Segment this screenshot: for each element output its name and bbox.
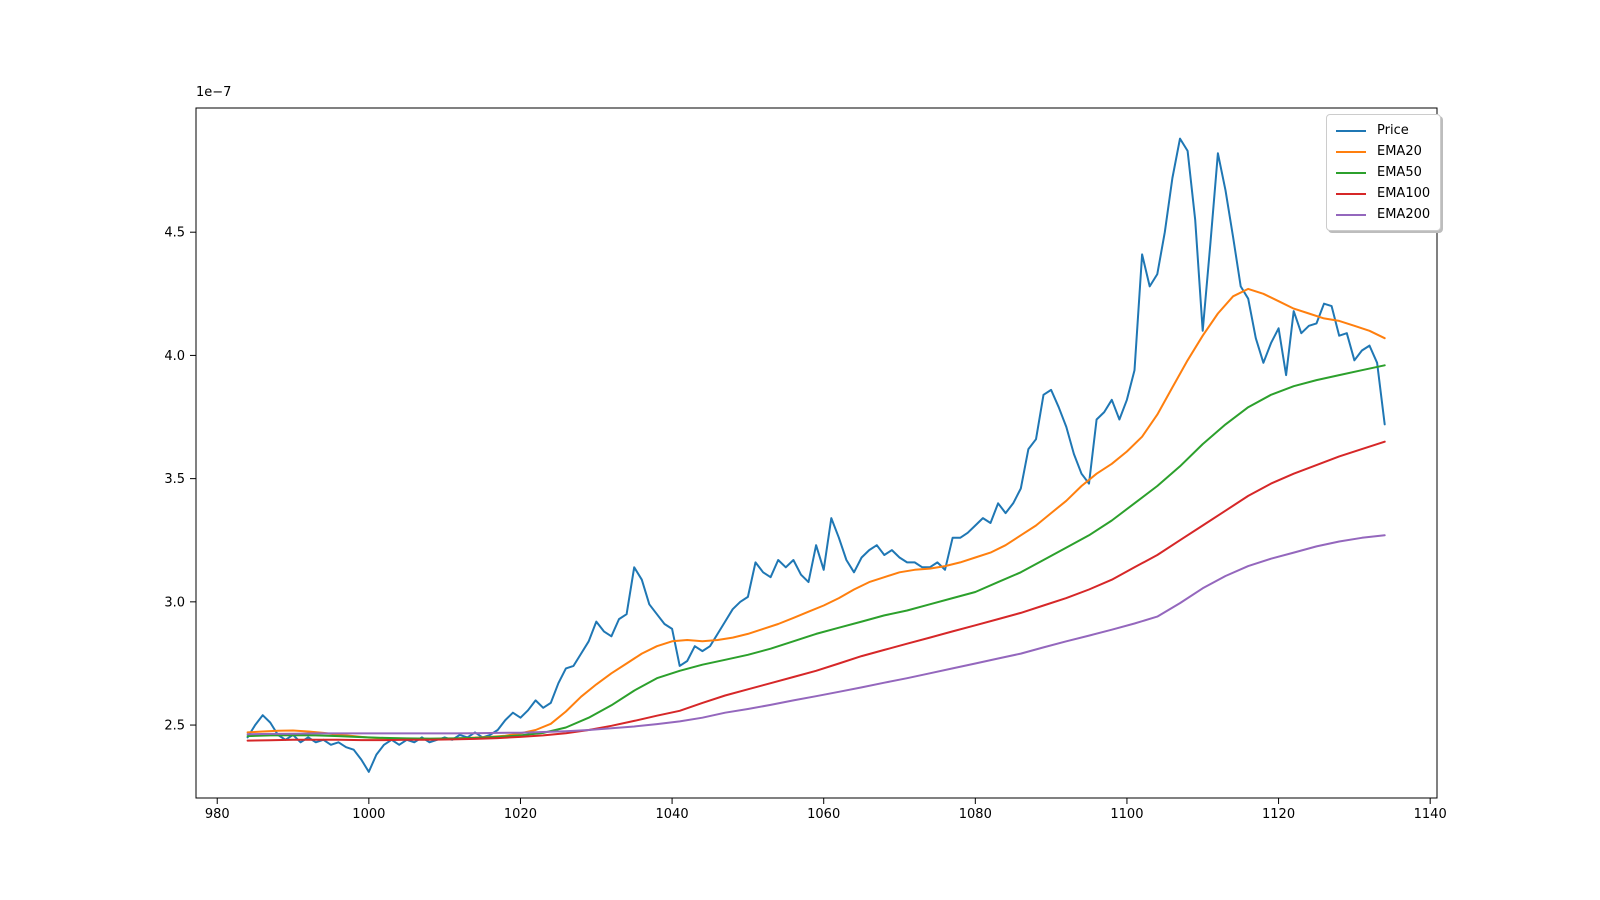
series-line-ema100: [246, 440, 1386, 742]
legend-label: EMA100: [1377, 186, 1431, 201]
series-line-price: [246, 137, 1386, 773]
legend-line-sample-ema200: [1336, 213, 1366, 216]
y-axis-offset-label: 1e−7: [196, 85, 232, 100]
legend-line-sample-ema100: [1336, 192, 1366, 195]
x-tick-label: 1100: [1110, 807, 1143, 822]
y-tick-label: 3.5: [164, 472, 185, 487]
x-tick-label: 1000: [352, 807, 385, 822]
x-tick-label: 1040: [656, 807, 689, 822]
y-tick-label: 3.0: [164, 595, 185, 610]
legend-entry-ema50: EMA50: [1336, 162, 1430, 183]
legend-label: Price: [1377, 123, 1409, 138]
legend-entry-ema200: EMA200: [1336, 204, 1430, 225]
x-tick-label: 1120: [1262, 807, 1295, 822]
legend: Price EMA20 EMA50 EMA100 EMA200: [1326, 114, 1442, 231]
y-tick-label: 2.5: [164, 719, 185, 734]
y-tick-label: 4.5: [164, 226, 185, 241]
y-tick-label: 4.0: [164, 349, 185, 364]
legend-line-sample-ema20: [1336, 150, 1366, 153]
legend-label: EMA200: [1377, 207, 1431, 222]
series-line-ema200: [246, 534, 1386, 736]
legend-line-sample-ema50: [1336, 171, 1366, 174]
legend-line-sample-price: [1336, 129, 1366, 132]
legend-entry-price: Price: [1336, 120, 1430, 141]
x-tick-label: 1140: [1414, 807, 1447, 822]
legend-entry-ema20: EMA20: [1336, 141, 1430, 162]
series-line-ema50: [246, 364, 1386, 740]
axes-frame: [195, 107, 1438, 799]
x-tick-label: 1060: [807, 807, 840, 822]
x-tick-label: 1080: [959, 807, 992, 822]
x-tick-label: 980: [205, 807, 230, 822]
x-tick-label: 1020: [504, 807, 537, 822]
legend-entry-ema100: EMA100: [1336, 183, 1430, 204]
legend-label: EMA50: [1377, 165, 1422, 180]
legend-label: EMA20: [1377, 144, 1422, 159]
